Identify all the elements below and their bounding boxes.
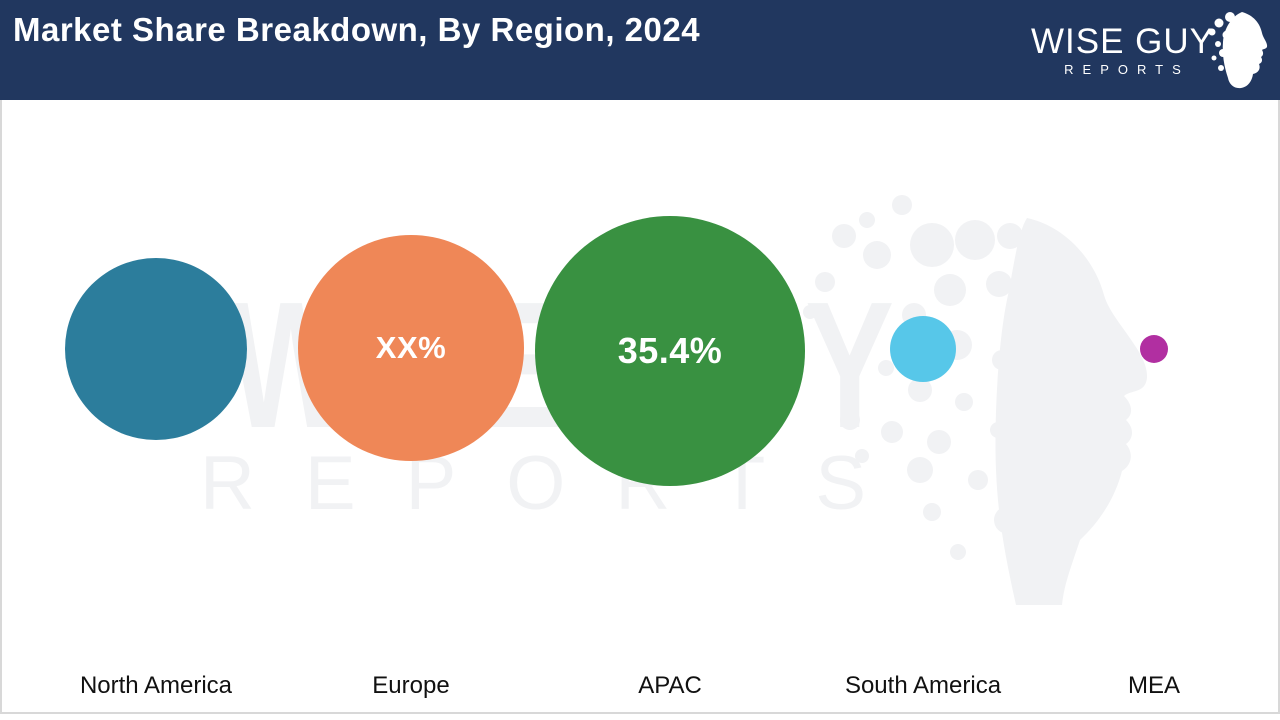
category-label-mea: MEA: [1127, 672, 1180, 699]
bubble-south-america: [890, 316, 956, 382]
logo-wordmark: WISE GUY: [1030, 22, 1214, 61]
bubble-value-label: 35.4%: [617, 330, 723, 371]
watermark-reports-text: REPORTS: [200, 441, 917, 526]
category-label-south-america: South America: [844, 672, 1002, 699]
logo-head-icon: [1208, 12, 1268, 89]
bubble-mea: [1140, 335, 1168, 363]
page-title: Market Share Breakdown, By Region, 2024: [13, 11, 701, 48]
category-label-apac: APAC: [638, 672, 702, 699]
bubble-value-label: XX%: [375, 330, 447, 365]
bubble-europe: XX%: [298, 235, 524, 461]
bubble-apac: 35.4%: [535, 216, 805, 486]
chart-canvas: WISE GUY REPORTS North AmericaXX%Europe3…: [0, 100, 1280, 714]
header-bar: Market Share Breakdown, By Region, 2024 …: [0, 0, 1280, 100]
watermark-head-silhouette-icon: [803, 195, 1148, 605]
bubble-north-america: [65, 258, 247, 440]
wiseguy-logo: WISE GUY REPORTS: [1031, 4, 1270, 96]
logo-text: WISE GUY REPORTS: [1031, 24, 1214, 76]
category-label-europe: Europe: [372, 672, 450, 699]
category-label-north-america: North America: [79, 672, 233, 699]
logo-subtitle: REPORTS: [1064, 62, 1190, 77]
